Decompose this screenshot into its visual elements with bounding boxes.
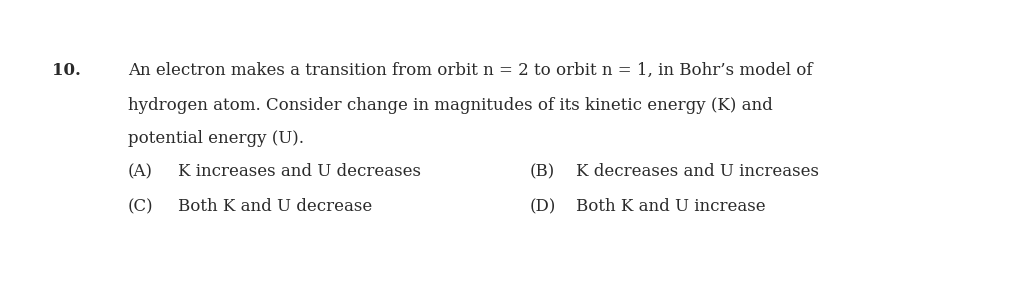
Text: potential energy (U).: potential energy (U). — [128, 130, 304, 147]
Text: Both K and U increase: Both K and U increase — [575, 198, 766, 215]
Text: (B): (B) — [530, 163, 555, 180]
Text: (D): (D) — [530, 198, 556, 215]
Text: An electron makes a transition from orbit n = 2 to orbit n = 1, in Bohr’s model : An electron makes a transition from orbi… — [128, 62, 812, 79]
Text: Both K and U decrease: Both K and U decrease — [178, 198, 373, 215]
Text: 10.: 10. — [52, 62, 81, 79]
Text: (C): (C) — [128, 198, 154, 215]
Text: K decreases and U increases: K decreases and U increases — [575, 163, 819, 180]
Text: hydrogen atom. Consider change in magnitudes of its kinetic energy (K) and: hydrogen atom. Consider change in magnit… — [128, 97, 773, 114]
Text: (A): (A) — [128, 163, 153, 180]
Text: K increases and U decreases: K increases and U decreases — [178, 163, 421, 180]
